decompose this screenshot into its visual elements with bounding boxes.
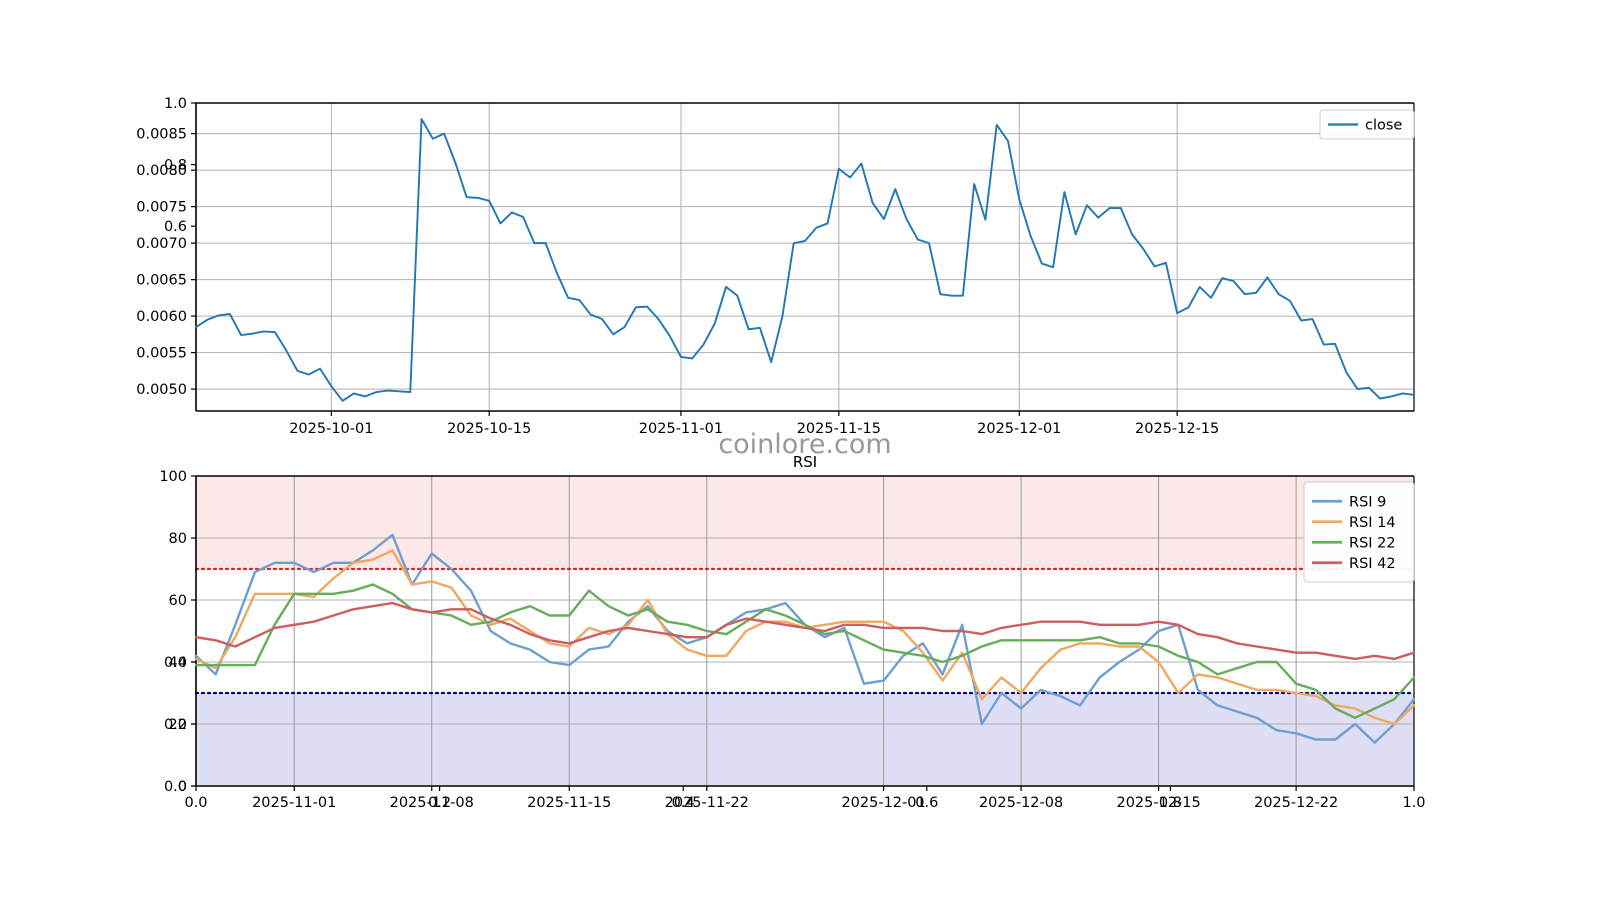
rsi-legend-label-rsi-22: RSI 22	[1349, 535, 1396, 551]
rsi-ytick-label: 0	[178, 779, 187, 795]
rsi-legend: RSI 9 RSI 14 RSI 22 RSI 42	[1303, 481, 1415, 583]
price-xtick-label: 2025-10-01	[289, 421, 373, 437]
rsi-secondary-xtick-label: 0.0	[184, 795, 207, 811]
rsi-xtick-label: 2025-11-01	[252, 795, 336, 811]
rsi-xtick-label: 2025-12-15	[1116, 795, 1200, 811]
price-secondary-ytick-label: 0.8	[164, 158, 187, 174]
price-ytick-label: 0.0050	[136, 382, 187, 398]
rsi-legend-label-rsi-42: RSI 42	[1349, 556, 1396, 572]
rsi-panel-title: RSI	[793, 453, 817, 471]
rsi-secondary-xtick-label: 0.6	[915, 795, 938, 811]
price-legend-box	[1319, 109, 1415, 140]
rsi-secondary-ytick-label: 0.0	[164, 779, 187, 795]
rsi-xtick-label: 2025-12-08	[979, 795, 1063, 811]
price-ytick-label: 0.0080	[136, 163, 187, 179]
price-xtick-label: 2025-10-15	[447, 421, 531, 437]
rsi-legend-box	[1303, 481, 1415, 583]
price-ytick-label: 0.0075	[136, 200, 187, 216]
rsi-ytick-label: 80	[169, 531, 187, 547]
rsi-legend-label-rsi-14: RSI 14	[1349, 515, 1396, 531]
price-close-line	[195, 118, 1415, 402]
watermark-text: coinlore.com	[718, 429, 891, 460]
rsi-ytick-label: 60	[169, 593, 187, 609]
rsi-oversold-band	[196, 693, 1414, 786]
price-xtick-label: 2025-11-01	[639, 421, 723, 437]
rsi-ytick-label: 100	[159, 469, 187, 485]
rsi-xtick-label: 2025-11-08	[390, 795, 474, 811]
rsi-secondary-xtick-label: 0.2	[428, 795, 451, 811]
rsi-ytick-label: 40	[169, 655, 187, 671]
rsi-secondary-ytick-label: 0.4	[164, 655, 187, 671]
rsi-ytick-label: 20	[169, 717, 187, 733]
price-legend-label-close: close	[1365, 118, 1402, 134]
rsi-xtick-label: 2025-11-15	[527, 795, 611, 811]
rsi-secondary-ytick-label: 0.2	[164, 717, 187, 733]
price-plot-background	[196, 103, 1414, 411]
rsi-line-rsi-22	[194, 583, 1416, 719]
price-ytick-label: 0.0055	[136, 346, 187, 362]
rsi-secondary-xtick-label: 0.4	[672, 795, 695, 811]
price-ytick-label: 0.0060	[136, 309, 187, 325]
price-xtick-label: 2025-12-01	[977, 421, 1061, 437]
price-ytick-label: 0.0085	[136, 127, 187, 143]
rsi-overbought-band	[196, 476, 1414, 569]
rsi-line-rsi-42	[194, 601, 1416, 661]
rsi-xtick-label: 2025-11-22	[665, 795, 749, 811]
price-legend: close	[1319, 109, 1415, 140]
price-xtick-label: 2025-11-15	[797, 421, 881, 437]
rsi-secondary-xtick-label: 1.0	[1402, 795, 1425, 811]
price-secondary-ytick-label: 1.0	[164, 96, 187, 112]
rsi-legend-label-rsi-9: RSI 9	[1349, 494, 1386, 510]
rsi-secondary-xtick-label: 0.8	[1159, 795, 1182, 811]
price-secondary-ytick-label: 0.6	[164, 219, 187, 235]
price-ytick-label: 0.0065	[136, 273, 187, 289]
rsi-xtick-label: 2025-12-22	[1254, 795, 1338, 811]
rsi-xtick-label: 2025-12-01	[841, 795, 925, 811]
price-xtick-label: 2025-12-15	[1135, 421, 1219, 437]
price-ytick-label: 0.0070	[136, 236, 187, 252]
